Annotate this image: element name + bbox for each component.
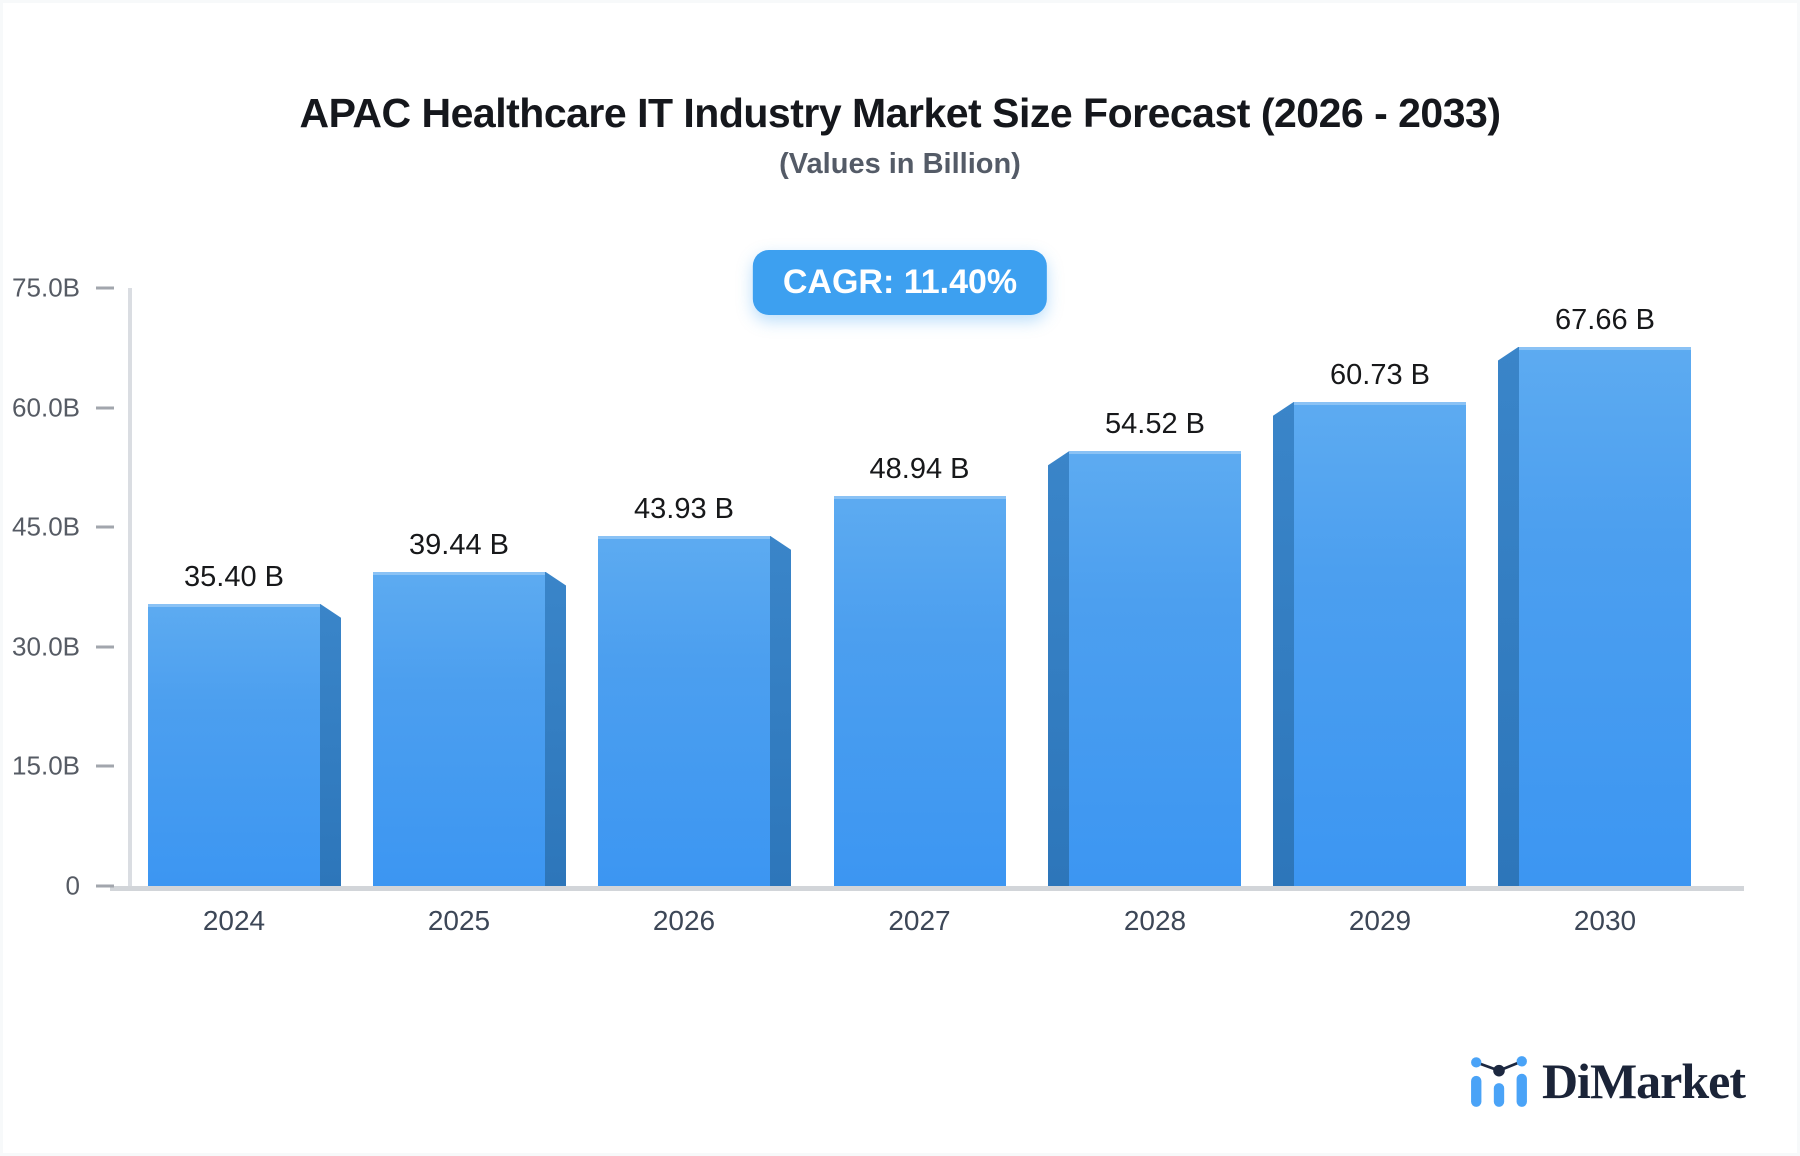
- bar-2025: 39.44 B 2025: [373, 529, 566, 936]
- y-tick-label: 60.0B: [12, 392, 80, 423]
- y-axis-line: [128, 288, 132, 886]
- mini-bar-chart-icon: [1471, 1056, 1527, 1107]
- y-tick-label: 0: [65, 870, 80, 901]
- bar-2028: 54.52 B 2028: [1048, 408, 1241, 936]
- y-tick: 60.0B: [6, 392, 114, 423]
- y-tick-label: 45.0B: [12, 511, 80, 542]
- bar-value-label: 35.40 B: [184, 560, 284, 593]
- x-axis-line: [110, 886, 1744, 891]
- y-tick-mark: [96, 406, 114, 410]
- y-tick: 45.0B: [6, 512, 114, 543]
- bar-column-2030: 67.66 B 2030: [1482, 288, 1707, 936]
- y-tick-mark: [96, 764, 114, 768]
- bar-face: [1519, 346, 1691, 886]
- bar-2029: 60.73 B 2029: [1273, 359, 1466, 936]
- bar-chart-plot-area: 75.0B 60.0B 45.0B 30.0B 15.0B 0 35.40 B 2024 39…: [12, 273, 1744, 936]
- y-tick: 0: [6, 871, 114, 902]
- y-tick: 75.0B: [6, 273, 114, 304]
- bar-value-label: 48.94 B: [869, 452, 970, 485]
- bar-column-2025: 39.44 B 2025: [357, 288, 582, 936]
- bar-value-label: 43.93 B: [634, 492, 734, 525]
- bar-2027: 48.94 B 2027: [833, 453, 1006, 936]
- y-tick-mark: [96, 645, 114, 649]
- brand-logo-text: DiMarket: [1541, 1053, 1746, 1109]
- x-axis-label-2027: 2027: [888, 905, 951, 936]
- bar-3d-side: [1273, 401, 1294, 886]
- bar-face: [1294, 401, 1466, 886]
- brand-logo: DiMarket: [1469, 1052, 1746, 1110]
- bar-face: [1069, 451, 1241, 886]
- bar-3d-side: [1498, 346, 1519, 886]
- y-tick: 30.0B: [6, 631, 114, 662]
- bar-3d-side: [1048, 451, 1069, 886]
- bar-face: [373, 571, 545, 886]
- bar-value-label: 39.44 B: [409, 528, 509, 561]
- bar-2030: 67.66 B 2030: [1498, 304, 1691, 936]
- x-axis-label-2029: 2029: [1348, 905, 1412, 936]
- y-tick: 15.0B: [6, 751, 114, 782]
- y-tick-mark: [96, 884, 114, 888]
- x-axis-label-2030: 2030: [1573, 905, 1637, 936]
- bar-value-label: 67.66 B: [1555, 303, 1655, 336]
- bar-column-2024: 35.40 B 2024: [132, 288, 357, 936]
- bar-face: [148, 603, 320, 886]
- bar-column-2027: 48.94 B 2027: [807, 288, 1032, 936]
- chart-subtitle: (Values in Billion): [779, 148, 1021, 180]
- y-tick-label: 75.0B: [12, 272, 80, 303]
- bar-column-2029: 60.73 B 2029: [1257, 288, 1482, 936]
- bar-value-label: 60.73 B: [1330, 358, 1430, 391]
- bar-value-label: 54.52 B: [1105, 408, 1205, 441]
- bar-3d-side: [545, 571, 566, 886]
- x-axis-label-2024: 2024: [202, 905, 266, 936]
- cagr-badge: CAGR: 11.40%: [752, 250, 1048, 315]
- y-tick-mark: [96, 286, 114, 290]
- bar-face: [833, 495, 1006, 886]
- x-axis-label-2025: 2025: [427, 905, 491, 936]
- bar-2026: 43.93 B 2026: [598, 493, 791, 936]
- page-title: APAC Healthcare IT Industry Market Size …: [299, 90, 1501, 136]
- bar-3d-side: [320, 603, 341, 886]
- bar-2024: 35.40 B 2024: [148, 561, 341, 936]
- y-tick-label: 30.0B: [12, 631, 80, 662]
- x-axis-label-2026: 2026: [652, 905, 716, 936]
- bar-face: [598, 535, 770, 886]
- bar-column-2028: 54.52 B 2028: [1032, 288, 1257, 936]
- y-tick-label: 15.0B: [12, 750, 80, 781]
- bar-column-2026: 43.93 B 2026: [582, 288, 807, 936]
- x-axis-label-2028: 2028: [1123, 905, 1187, 936]
- y-tick-mark: [96, 525, 114, 529]
- bar-3d-side: [770, 535, 791, 886]
